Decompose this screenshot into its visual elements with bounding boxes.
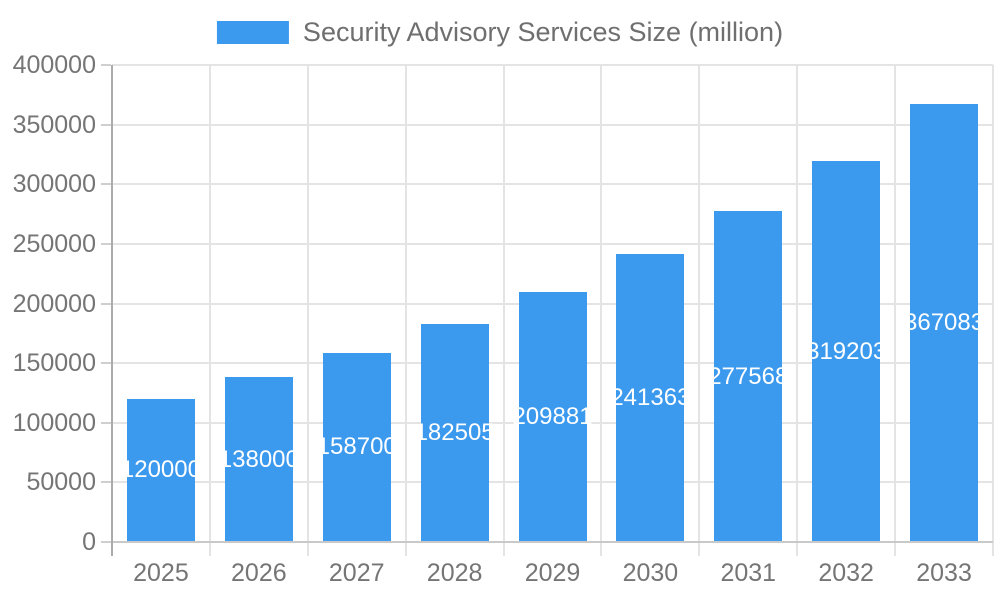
x-grid-line xyxy=(404,65,407,556)
legend-label: Security Advisory Services Size (million… xyxy=(302,17,784,47)
x-grid-line xyxy=(502,65,505,556)
y-tick-label: 400000 xyxy=(12,51,96,79)
y-grid-line xyxy=(112,242,993,245)
x-tick-label: 2030 xyxy=(622,559,679,587)
bar[interactable] xyxy=(322,352,391,542)
y-axis-line xyxy=(111,65,113,556)
bar[interactable] xyxy=(910,104,979,542)
y-tick-label: 50000 xyxy=(26,468,96,497)
bar[interactable] xyxy=(420,324,489,542)
y-tick-label: 300000 xyxy=(12,170,96,199)
x-grid-line xyxy=(992,65,994,556)
x-grid-line xyxy=(600,65,603,556)
y-tick-label: 150000 xyxy=(12,349,96,378)
legend-swatch xyxy=(216,21,289,44)
y-tick-mark xyxy=(101,362,111,365)
y-tick-mark xyxy=(101,302,111,305)
y-tick-label: 250000 xyxy=(12,229,96,258)
y-tick-mark xyxy=(101,541,111,543)
y-tick-mark xyxy=(101,123,111,126)
y-tick-label: 100000 xyxy=(12,408,96,437)
y-tick-mark xyxy=(101,481,111,484)
y-tick-label: 0 xyxy=(82,528,96,556)
x-tick-label: 2029 xyxy=(524,559,581,587)
bar[interactable] xyxy=(224,377,293,542)
y-tick-mark xyxy=(101,242,111,245)
bar[interactable] xyxy=(714,211,783,542)
x-grid-line xyxy=(306,65,309,556)
y-grid-line xyxy=(112,123,993,126)
y-grid-line xyxy=(112,64,993,66)
x-grid-line xyxy=(796,65,799,556)
x-tick-label: 2027 xyxy=(328,559,385,587)
bar[interactable] xyxy=(812,161,881,542)
y-tick-label: 200000 xyxy=(12,289,96,318)
x-tick-label: 2033 xyxy=(916,559,972,587)
x-grid-line xyxy=(894,65,897,556)
y-grid-line xyxy=(112,183,993,186)
legend[interactable]: Security Advisory Services Size (million… xyxy=(216,17,784,48)
x-tick-label: 2026 xyxy=(231,559,287,587)
y-tick-mark xyxy=(101,64,111,66)
x-tick-label: 2028 xyxy=(426,559,483,587)
bar[interactable] xyxy=(126,398,195,542)
x-tick-label: 2032 xyxy=(818,559,874,587)
y-tick-mark xyxy=(101,183,111,186)
x-grid-line xyxy=(208,65,211,556)
x-axis-baseline xyxy=(112,541,993,543)
y-tick-mark xyxy=(101,421,111,424)
x-tick-label: 2031 xyxy=(720,559,777,587)
y-tick-label: 350000 xyxy=(12,110,96,139)
bar[interactable] xyxy=(616,254,685,542)
bar[interactable] xyxy=(518,291,587,542)
x-tick-label: 2025 xyxy=(133,559,189,587)
x-grid-line xyxy=(698,65,701,556)
